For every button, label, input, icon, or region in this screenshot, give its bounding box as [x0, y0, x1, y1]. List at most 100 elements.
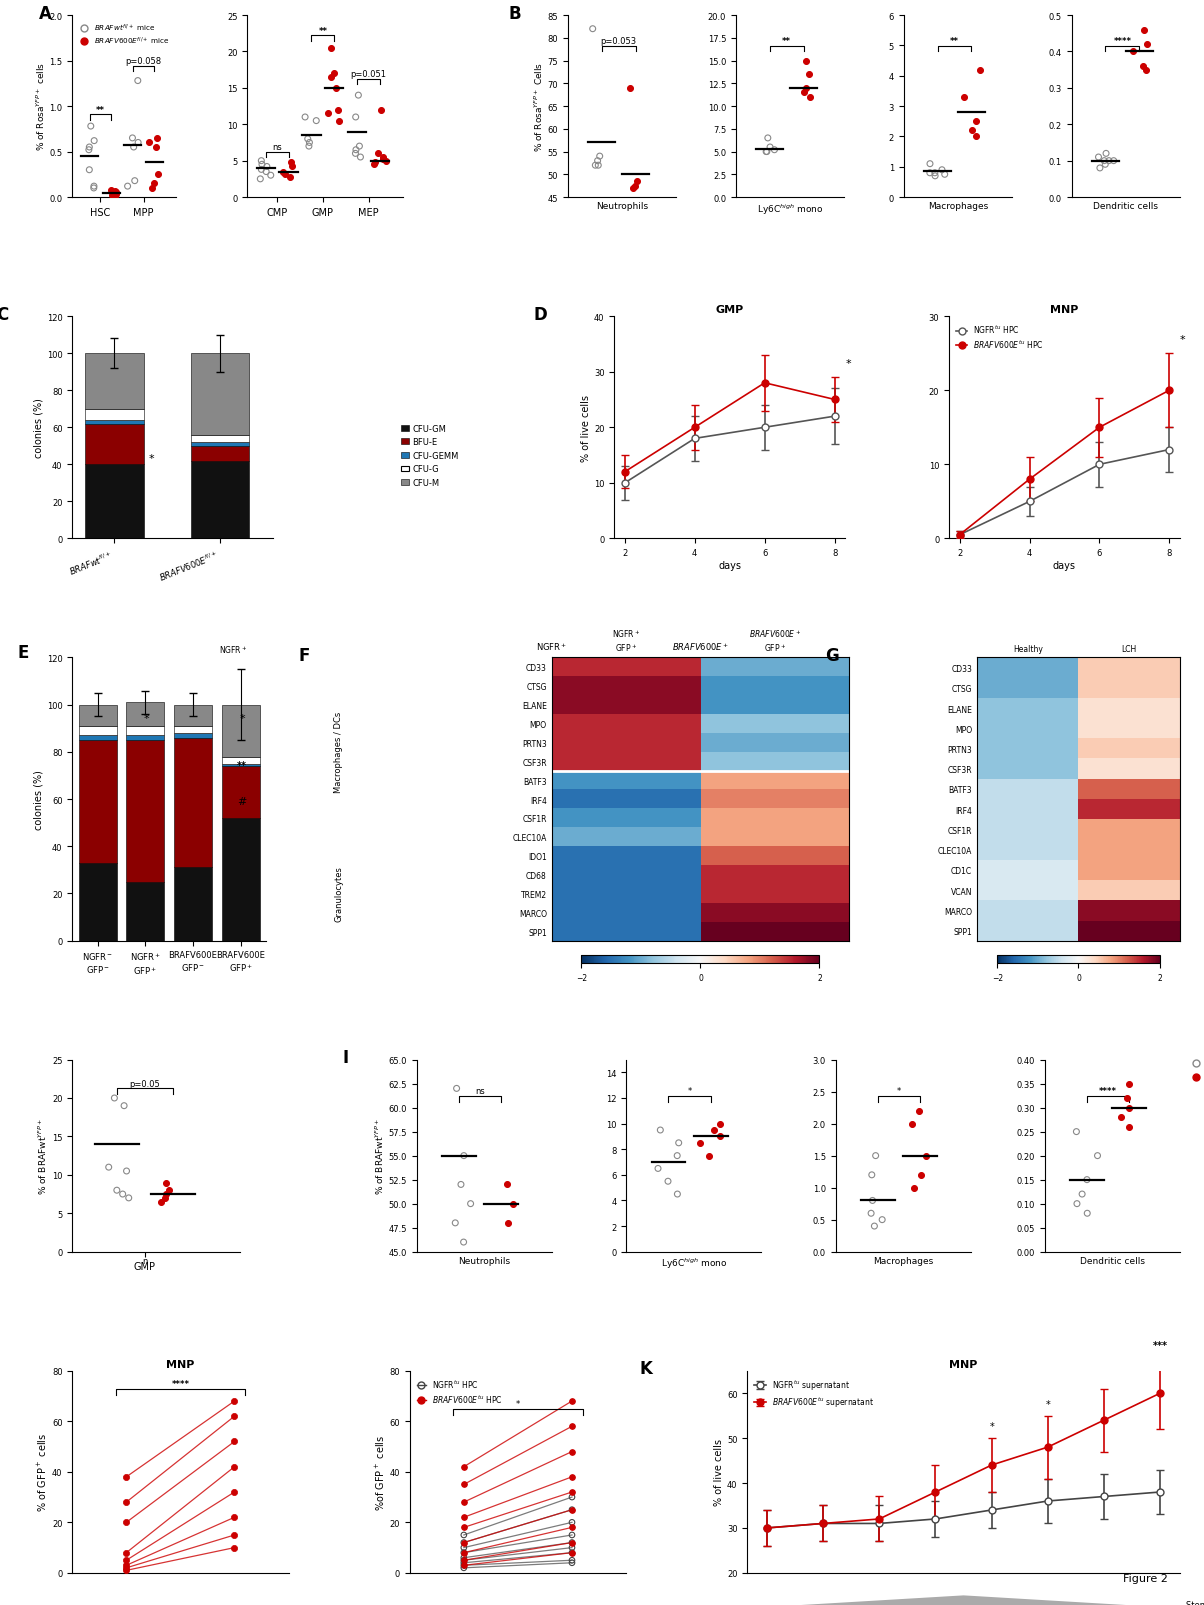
Bar	[173, 733, 212, 738]
Point	[79, 138, 99, 164]
X-axis label: Neutrophils: Neutrophils	[596, 202, 648, 212]
Point	[759, 125, 778, 151]
Point	[649, 1156, 668, 1181]
Point	[1073, 1181, 1092, 1207]
Bar	[85, 424, 143, 465]
Legend: CFU-GM, BFU-E, CFU-GEMM, CFU-G, CFU-M: CFU-GM, BFU-E, CFU-GEMM, CFU-G, CFU-M	[397, 421, 462, 491]
Point	[454, 1472, 473, 1497]
Point	[962, 119, 981, 144]
Point	[1097, 141, 1116, 167]
Bar	[173, 868, 212, 941]
Bar	[222, 764, 260, 767]
Text: Figure 2: Figure 2	[1123, 1573, 1168, 1583]
Bar	[126, 735, 165, 740]
Point	[261, 164, 281, 189]
Point	[562, 1530, 582, 1555]
Text: I: I	[343, 1048, 349, 1066]
Point	[349, 83, 368, 109]
X-axis label: Neutrophils: Neutrophils	[459, 1257, 510, 1265]
Point	[796, 75, 815, 101]
Point	[117, 1510, 136, 1536]
Y-axis label: % of live cells: % of live cells	[582, 395, 591, 462]
Point	[117, 1557, 136, 1583]
Text: **: **	[237, 761, 247, 770]
Point	[562, 1539, 582, 1565]
Text: *: *	[1045, 1400, 1050, 1409]
Point	[300, 130, 319, 156]
Point	[101, 178, 120, 204]
Text: NGFR$^+$: NGFR$^+$	[219, 644, 247, 655]
Point	[454, 1547, 473, 1573]
Point	[253, 152, 272, 178]
Bar	[222, 758, 260, 764]
Bar	[85, 353, 143, 409]
Title: GMP: GMP	[715, 305, 744, 315]
Y-axis label: % of live cells: % of live cells	[714, 1438, 724, 1505]
Bar	[78, 735, 117, 740]
Text: #: #	[237, 796, 247, 806]
Point	[710, 1124, 730, 1149]
Point	[282, 154, 301, 180]
Point	[454, 1552, 473, 1578]
Point	[454, 1143, 473, 1168]
Legend: NGFR$^{tu}$ HPC, $BRAFV600E^{tu}$ HPC: NGFR$^{tu}$ HPC, $BRAFV600E^{tu}$ HPC	[952, 321, 1047, 353]
Point	[1137, 32, 1156, 58]
Point	[256, 159, 276, 185]
Point	[346, 141, 365, 167]
Point	[583, 16, 602, 42]
Y-axis label: % of Rosa$^{YFP+}$ Cells: % of Rosa$^{YFP+}$ Cells	[532, 63, 545, 152]
Point	[756, 140, 775, 165]
Point	[124, 135, 143, 161]
Point	[299, 127, 318, 152]
Point	[970, 58, 990, 83]
Point	[797, 48, 816, 74]
Point	[321, 66, 341, 91]
Point	[117, 1539, 136, 1565]
Point	[347, 138, 366, 164]
Point	[585, 152, 604, 178]
Point	[125, 169, 144, 194]
Point	[1078, 1167, 1097, 1193]
Text: NGFR$^+$: NGFR$^+$	[536, 640, 567, 652]
Bar	[222, 767, 260, 819]
Text: *: *	[1180, 335, 1186, 345]
Point	[119, 1186, 138, 1212]
Point	[79, 135, 99, 161]
Point	[117, 1552, 136, 1578]
Point	[864, 1213, 884, 1239]
Point	[862, 1201, 881, 1226]
Point	[128, 69, 147, 95]
Point	[350, 144, 370, 170]
Point	[140, 130, 159, 156]
Point	[936, 162, 955, 188]
Bar	[191, 435, 249, 443]
Point	[562, 1539, 582, 1565]
Bar	[191, 443, 249, 446]
Legend: $BRAFwt^{fl/+}$ mice, $BRAFV600E^{fl/+}$ mice: $BRAFwt^{fl/+}$ mice, $BRAFV600E^{fl/+}$…	[1186, 1054, 1204, 1085]
Point	[932, 157, 951, 183]
Point	[445, 1210, 465, 1236]
Point	[114, 1093, 134, 1119]
Point	[1104, 149, 1123, 175]
Text: *: *	[106, 412, 112, 425]
Point	[84, 128, 104, 154]
Point	[873, 1207, 892, 1233]
Text: ****: ****	[171, 1379, 189, 1388]
Point	[447, 1075, 466, 1101]
Point	[225, 1534, 244, 1560]
Title: MNP: MNP	[1050, 305, 1079, 315]
Point	[117, 1464, 136, 1489]
X-axis label: days: days	[1054, 560, 1076, 571]
Point	[562, 1510, 582, 1536]
X-axis label: Ly6C$^{high}$ mono: Ly6C$^{high}$ mono	[661, 1257, 727, 1271]
Point	[1120, 1071, 1139, 1096]
Point	[281, 165, 300, 191]
Text: *: *	[144, 714, 149, 724]
Point	[454, 1454, 473, 1480]
Point	[373, 144, 393, 170]
Point	[225, 1403, 244, 1428]
Bar	[191, 461, 249, 539]
Point	[620, 75, 639, 101]
Point	[365, 152, 384, 178]
Point	[704, 1117, 724, 1143]
